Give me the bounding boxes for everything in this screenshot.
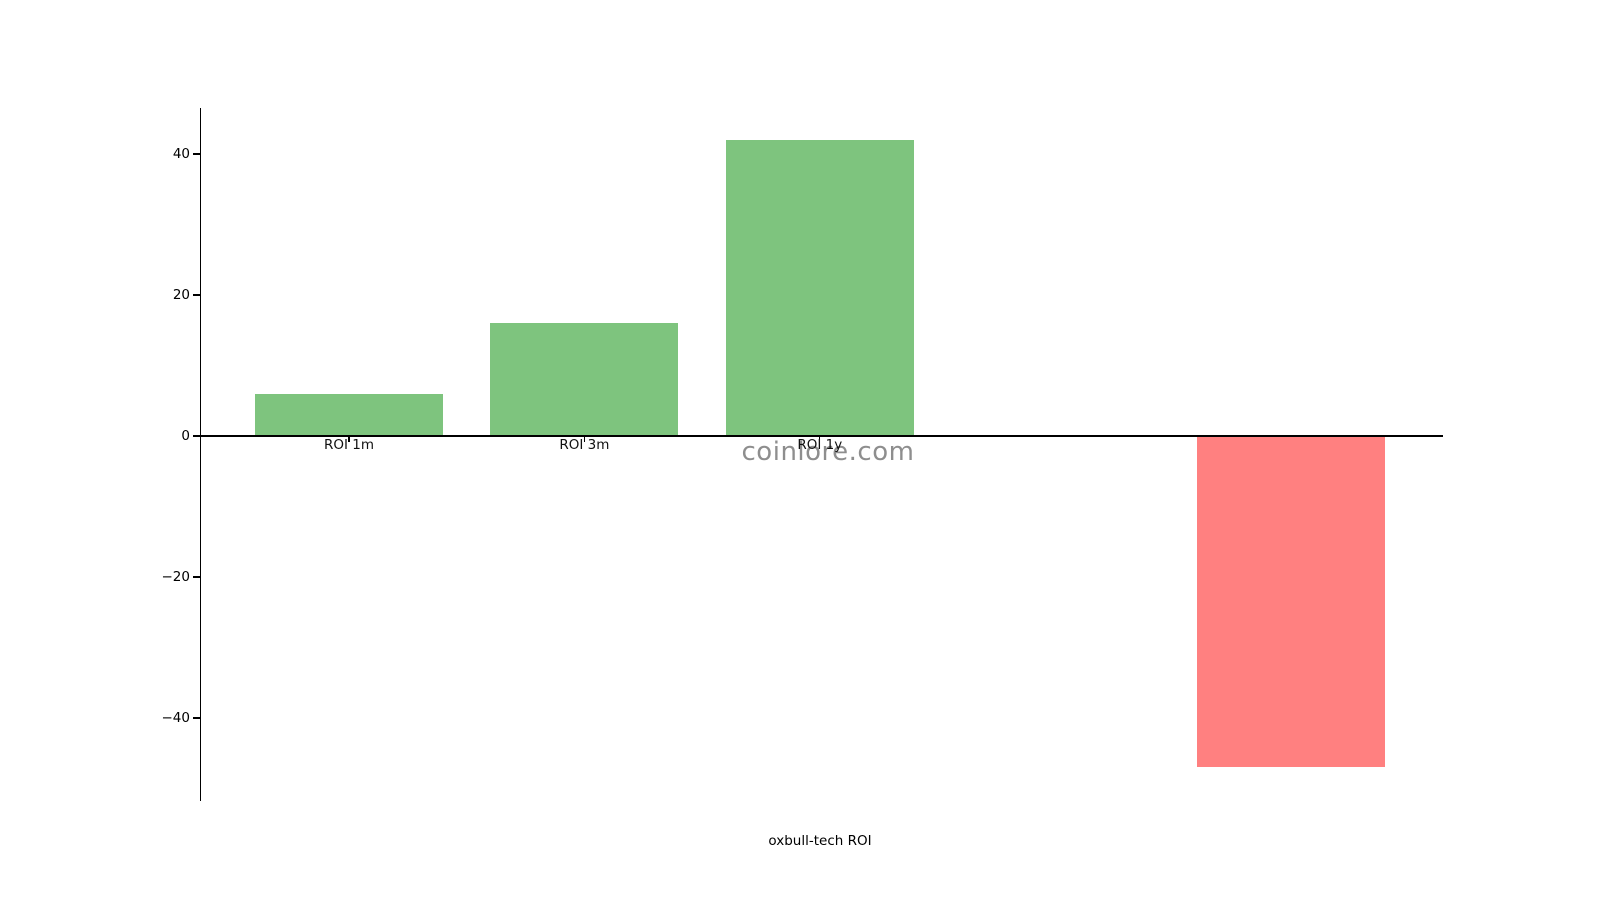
x-axis-line bbox=[200, 435, 1443, 437]
watermark: coinlore.com bbox=[741, 437, 915, 467]
x-axis-title: oxbull-tech ROI bbox=[768, 833, 872, 849]
y-tick bbox=[193, 294, 200, 296]
y-axis-spine bbox=[199, 108, 201, 801]
x-tick-label: ROI 3m bbox=[559, 437, 610, 453]
bar-roi-1m bbox=[255, 393, 443, 436]
bar-4 bbox=[1196, 436, 1385, 768]
x-tick-label: ROI 1y bbox=[797, 437, 843, 453]
y-tick-label: 20 bbox=[172, 287, 190, 303]
x-tick bbox=[348, 436, 350, 442]
y-tick-label: −20 bbox=[161, 569, 191, 585]
y-tick-label: 0 bbox=[181, 428, 190, 444]
y-tick-label: −40 bbox=[161, 710, 191, 726]
x-tick-label: ROI 1m bbox=[323, 437, 375, 453]
bar-roi-1y bbox=[725, 139, 914, 436]
y-tick bbox=[193, 576, 200, 578]
x-tick bbox=[583, 436, 585, 442]
y-tick bbox=[193, 153, 200, 155]
y-tick bbox=[193, 435, 200, 437]
x-tick bbox=[819, 436, 821, 442]
y-tick-label: 40 bbox=[172, 146, 190, 162]
y-tick bbox=[193, 717, 200, 719]
bar-roi-3m bbox=[490, 323, 679, 436]
